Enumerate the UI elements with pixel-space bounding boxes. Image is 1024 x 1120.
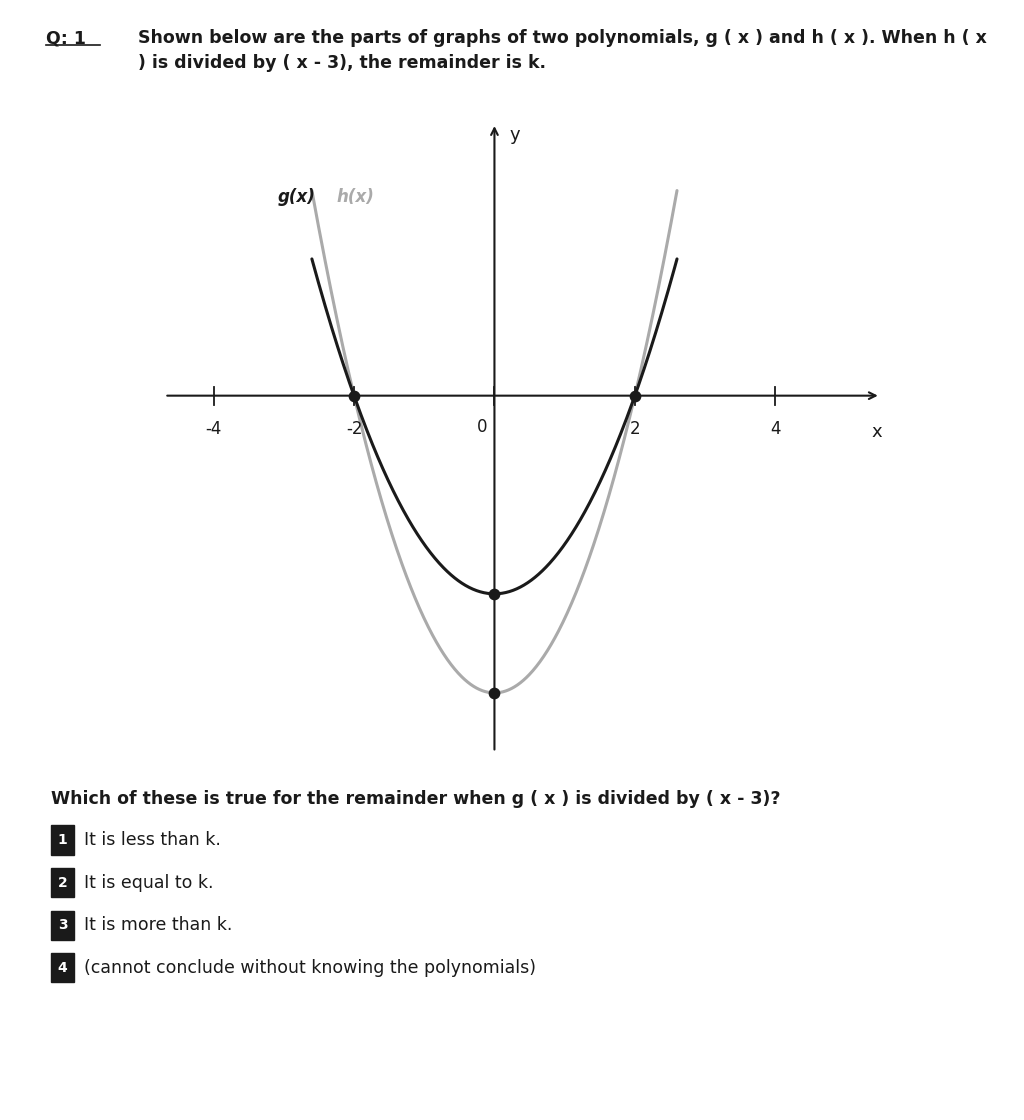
- Point: [346, 386, 362, 404]
- Text: It is equal to k.: It is equal to k.: [84, 874, 213, 892]
- Text: ) is divided by ( x - 3), the remainder is k.: ) is divided by ( x - 3), the remainder …: [138, 54, 546, 72]
- Text: Which of these is true for the remainder when g ( x ) is divided by ( x - 3)?: Which of these is true for the remainder…: [51, 790, 780, 808]
- Text: y: y: [510, 125, 520, 143]
- Text: 2: 2: [630, 420, 640, 438]
- Text: -4: -4: [206, 420, 222, 438]
- Point: [486, 684, 503, 702]
- Text: 0: 0: [476, 418, 487, 436]
- Text: Shown below are the parts of graphs of two polynomials, g ( x ) and h ( x ). Whe: Shown below are the parts of graphs of t…: [138, 29, 987, 47]
- Text: 2: 2: [57, 876, 68, 889]
- Text: x: x: [871, 423, 883, 441]
- Text: g(x): g(x): [278, 188, 315, 206]
- Text: 4: 4: [770, 420, 780, 438]
- Text: Q: 1: Q: 1: [46, 29, 86, 47]
- Text: h(x): h(x): [337, 188, 375, 206]
- Text: 3: 3: [57, 918, 68, 932]
- Point: [486, 585, 503, 603]
- Text: 4: 4: [57, 961, 68, 974]
- Text: It is more than k.: It is more than k.: [84, 916, 232, 934]
- Text: 1: 1: [57, 833, 68, 847]
- Point: [627, 386, 643, 404]
- Text: (cannot conclude without knowing the polynomials): (cannot conclude without knowing the pol…: [84, 959, 536, 977]
- Text: It is less than k.: It is less than k.: [84, 831, 221, 849]
- Text: -2: -2: [346, 420, 362, 438]
